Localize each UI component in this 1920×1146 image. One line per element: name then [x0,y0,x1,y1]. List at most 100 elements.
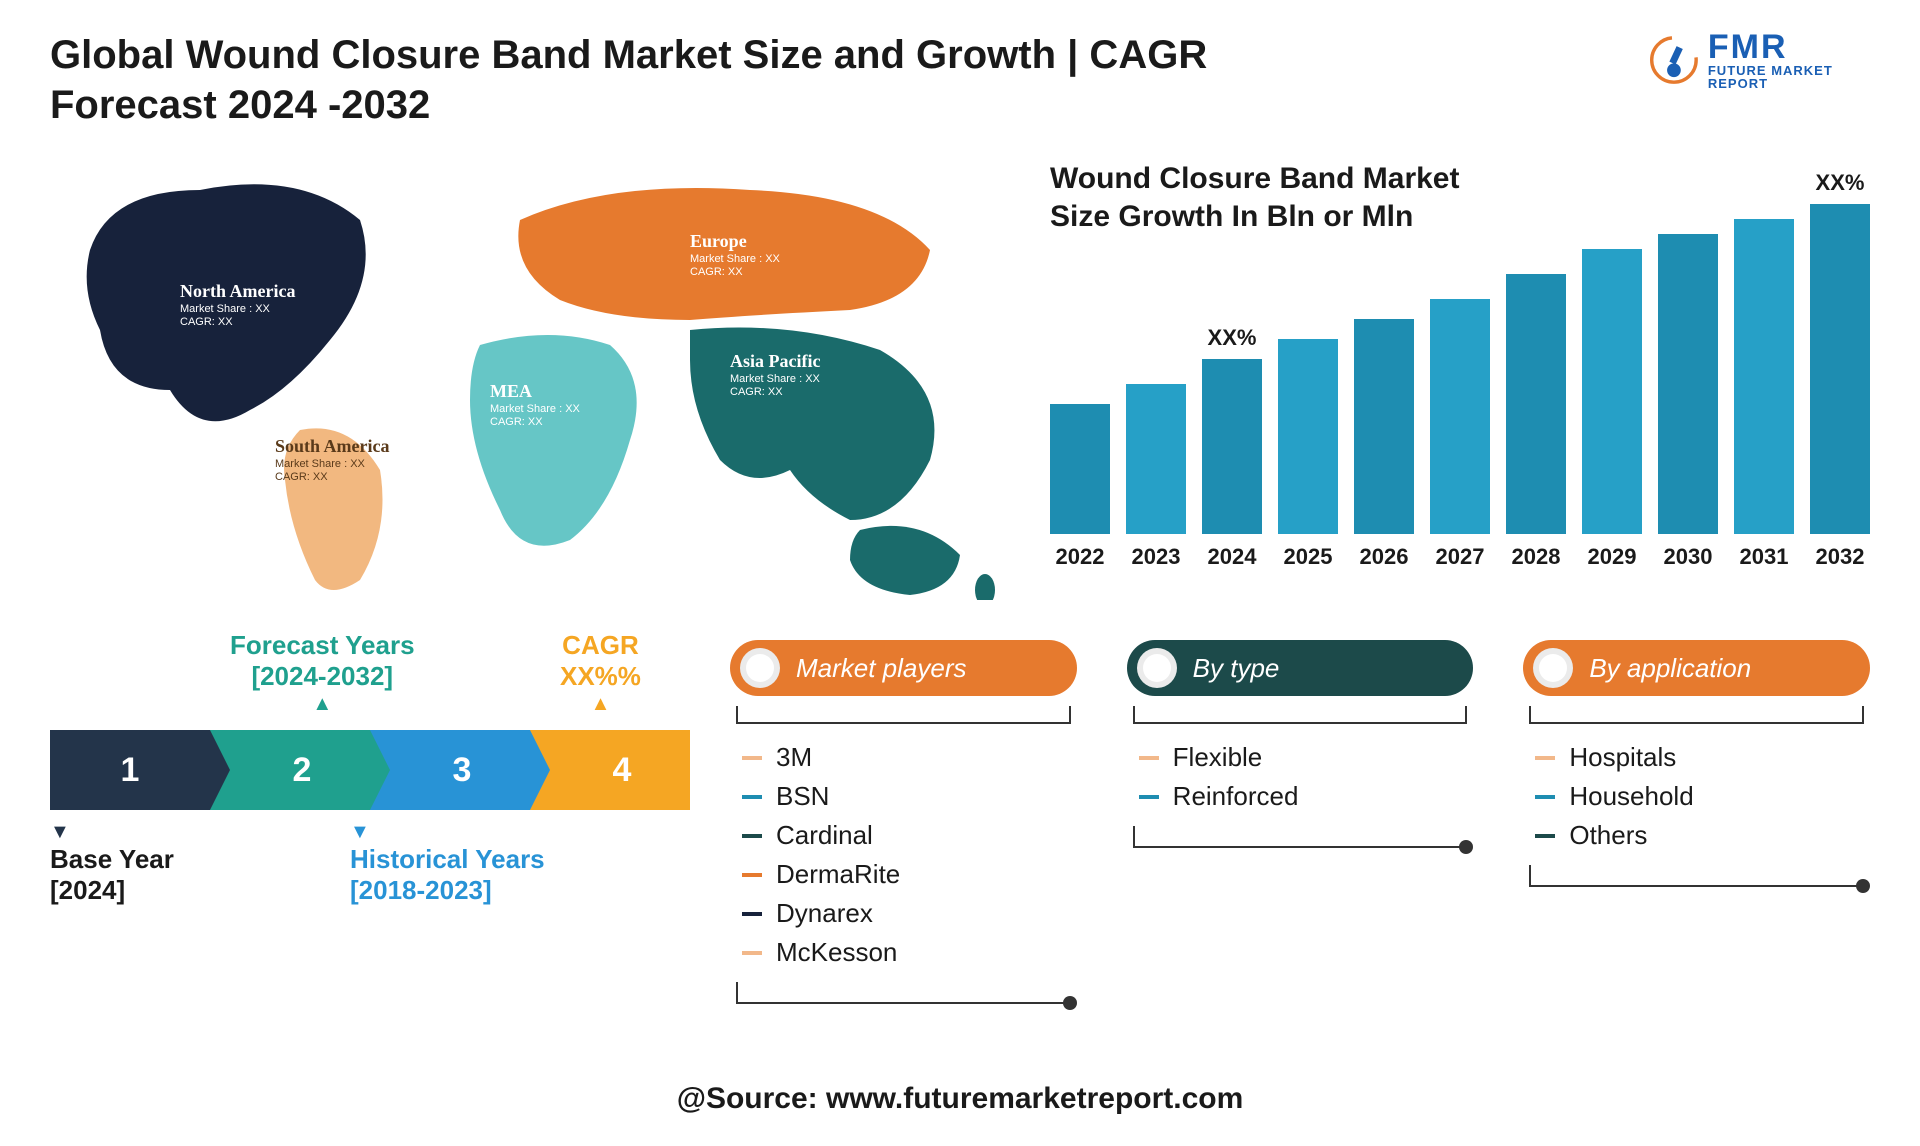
list-item-label: BSN [776,777,829,816]
chart-bar-rect [1658,234,1718,534]
bullet-tick [1535,834,1555,838]
list-item-label: Flexible [1173,738,1263,777]
logo-subtitle: FUTURE MARKET REPORT [1708,64,1870,90]
bullet-tick [742,795,762,799]
pill-dot-icon [740,648,780,688]
list-item: Dynarex [742,894,1077,933]
category-list: Hospitals Household Others [1523,738,1870,855]
list-item-label: 3M [776,738,812,777]
bullet-tick [742,912,762,916]
chart-bar: 2022 [1050,404,1110,570]
region-label-mea: MEA [490,380,580,403]
pill-dot-icon [1533,648,1573,688]
chart-x-label: 2032 [1816,544,1865,570]
list-item-label: Dynarex [776,894,873,933]
years-timeline: Forecast Years [2024-2032] ▲ CAGR XX%% ▲… [50,640,690,940]
chart-x-label: 2030 [1664,544,1713,570]
list-item: BSN [742,777,1077,816]
bullet-tick [742,834,762,838]
top-bracket [1133,706,1468,724]
chart-x-label: 2026 [1360,544,1409,570]
chart-x-label: 2023 [1132,544,1181,570]
base-range: [2024] [50,875,125,905]
region-cagr-ap: CAGR: XX [730,386,820,400]
cagr-range: XX%% [560,661,641,691]
list-item: 3M [742,738,1077,777]
chart-annotation: XX% [1816,170,1865,196]
chart-bar: 2029 [1582,249,1642,570]
top-bracket [736,706,1071,724]
category-title: Market players [796,653,967,684]
chart-bar-rect [1582,249,1642,534]
region-cagr-sa: CAGR: XX [275,471,390,485]
list-item-label: McKesson [776,933,897,972]
chart-bar: 2028 [1506,274,1566,570]
bottom-bracket [736,982,1071,1004]
list-item: Hospitals [1535,738,1870,777]
list-item: Flexible [1139,738,1474,777]
chart-x-label: 2024 [1208,544,1257,570]
list-item: Reinforced [1139,777,1474,816]
list-item-label: DermaRite [776,855,900,894]
chart-bar: XX% 2032 [1810,204,1870,570]
logo-text: FMR [1708,30,1870,64]
logo-icon [1650,32,1698,88]
timeline-seg-4: 4 [530,730,690,810]
category-column: By type Flexible Reinforced [1127,640,1474,1004]
list-item-label: Reinforced [1173,777,1299,816]
list-item: Household [1535,777,1870,816]
chart-bar: 2023 [1126,384,1186,570]
list-item-label: Hospitals [1569,738,1676,777]
chart-bar-rect [1354,319,1414,534]
bullet-tick [1535,756,1555,760]
source-line: @Source: www.futuremarketreport.com [0,1082,1920,1116]
bullet-tick [742,951,762,955]
category-column: By application Hospitals Household Other… [1523,640,1870,1004]
region-label-na: North America [180,280,295,303]
region-cagr-mea: CAGR: XX [490,416,580,430]
timeline-seg-3: 3 [370,730,530,810]
list-item-label: Cardinal [776,816,873,855]
category-title: By application [1589,653,1751,684]
category-title: By type [1193,653,1280,684]
cagr-title: CAGR [562,630,639,660]
chart-x-label: 2028 [1512,544,1561,570]
list-item-label: Others [1569,816,1647,855]
infographic-root: Global Wound Closure Band Market Size an… [0,0,1920,1146]
region-share-mea: Market Share : XX [490,403,580,417]
chart-bar-rect [1506,274,1566,534]
bullet-tick [1139,795,1159,799]
region-asia-pacific-nz [975,574,995,600]
region-share-ap: Market Share : XX [730,373,820,387]
top-bracket [1529,706,1864,724]
list-item: DermaRite [742,855,1077,894]
world-map: North America Market Share : XX CAGR: XX… [50,160,1010,600]
bullet-tick [742,873,762,877]
category-columns: Market players 3M BSN Cardinal DermaRite [730,640,1870,1004]
chart-bar: 2031 [1734,219,1794,570]
chart-x-label: 2029 [1588,544,1637,570]
page-title: Global Wound Closure Band Market Size an… [50,30,1350,130]
list-item-label: Household [1569,777,1693,816]
bullet-tick [1139,756,1159,760]
chart-bar-rect [1810,204,1870,534]
chart-bar: XX% 2024 [1202,359,1262,570]
chart-x-label: 2031 [1740,544,1789,570]
list-item: Cardinal [742,816,1077,855]
chart-bar: 2026 [1354,319,1414,570]
region-mea [470,335,637,546]
growth-bar-chart: Wound Closure Band Market Size Growth In… [1050,160,1870,600]
list-item: McKesson [742,933,1077,972]
region-share-na: Market Share : XX [180,303,295,317]
chart-bar-rect [1430,299,1490,534]
bullet-tick [1535,795,1555,799]
chart-bar: 2030 [1658,234,1718,570]
category-pill: By type [1127,640,1474,696]
category-list: Flexible Reinforced [1127,738,1474,816]
hist-range: [2018-2023] [350,875,492,905]
region-cagr-eu: CAGR: XX [690,266,780,280]
region-label-sa: South America [275,435,390,458]
chart-x-label: 2027 [1436,544,1485,570]
chart-annotation: XX% [1208,325,1257,351]
region-label-eu: Europe [690,230,780,253]
